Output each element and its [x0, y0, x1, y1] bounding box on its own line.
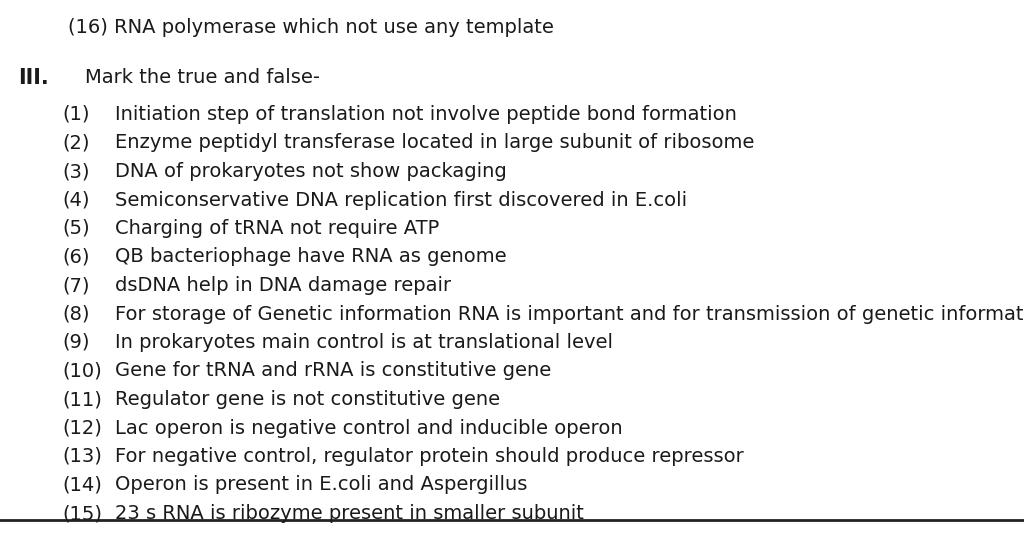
Text: Lac operon is negative control and inducible operon: Lac operon is negative control and induc…: [115, 419, 623, 437]
Text: (6): (6): [62, 247, 89, 266]
Text: For storage of Genetic information RNA is important and for transmission of gene: For storage of Genetic information RNA i…: [115, 304, 1024, 324]
Text: Mark the true and false-: Mark the true and false-: [85, 68, 319, 87]
Text: Charging of tRNA not require ATP: Charging of tRNA not require ATP: [115, 219, 439, 238]
Text: III.: III.: [18, 68, 49, 88]
Text: 23 s RNA is ribozyme present in smaller subunit: 23 s RNA is ribozyme present in smaller …: [115, 504, 584, 523]
Text: (3): (3): [62, 162, 89, 181]
Text: Regulator gene is not constitutive gene: Regulator gene is not constitutive gene: [115, 390, 500, 409]
Text: Semiconservative DNA replication first discovered in E.coli: Semiconservative DNA replication first d…: [115, 191, 687, 209]
Text: QB bacteriophage have RNA as genome: QB bacteriophage have RNA as genome: [115, 247, 507, 266]
Text: For negative control, regulator protein should produce repressor: For negative control, regulator protein …: [115, 447, 743, 466]
Text: (7): (7): [62, 276, 89, 295]
Text: (5): (5): [62, 219, 90, 238]
Text: (16) RNA polymerase which not use any template: (16) RNA polymerase which not use any te…: [68, 18, 554, 37]
Text: (11): (11): [62, 390, 101, 409]
Text: DNA of prokaryotes not show packaging: DNA of prokaryotes not show packaging: [115, 162, 507, 181]
Text: (9): (9): [62, 333, 89, 352]
Text: In prokaryotes main control is at translational level: In prokaryotes main control is at transl…: [115, 333, 613, 352]
Text: (15): (15): [62, 504, 102, 523]
Text: Gene for tRNA and rRNA is constitutive gene: Gene for tRNA and rRNA is constitutive g…: [115, 362, 551, 381]
Text: (1): (1): [62, 105, 89, 124]
Text: Enzyme peptidyl transferase located in large subunit of ribosome: Enzyme peptidyl transferase located in l…: [115, 134, 755, 153]
Text: (8): (8): [62, 304, 89, 324]
Text: dsDNA help in DNA damage repair: dsDNA help in DNA damage repair: [115, 276, 452, 295]
Text: (13): (13): [62, 447, 101, 466]
Text: (2): (2): [62, 134, 89, 153]
Text: (10): (10): [62, 362, 101, 381]
Text: Initiation step of translation not involve peptide bond formation: Initiation step of translation not invol…: [115, 105, 737, 124]
Text: Operon is present in E.coli and Aspergillus: Operon is present in E.coli and Aspergil…: [115, 475, 527, 494]
Text: (12): (12): [62, 419, 101, 437]
Text: (14): (14): [62, 475, 101, 494]
Text: (4): (4): [62, 191, 89, 209]
